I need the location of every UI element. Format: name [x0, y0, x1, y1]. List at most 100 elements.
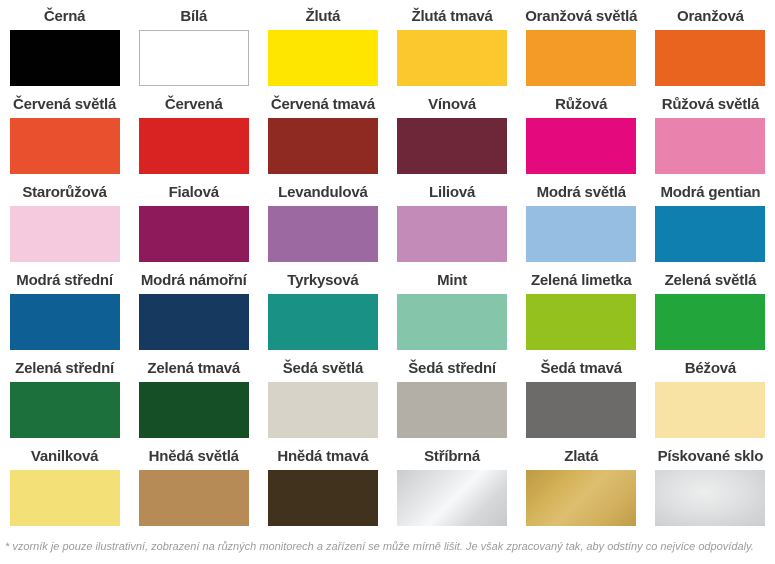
color-swatch-cell: Stříbrná	[388, 442, 517, 530]
color-swatch-cell: Šedá světlá	[258, 354, 387, 442]
color-swatch-cell: Mint	[388, 266, 517, 354]
color-swatch	[267, 382, 378, 438]
color-label: Zelená tmavá	[147, 359, 241, 377]
color-label: Zelená světlá	[664, 271, 757, 289]
color-swatch	[526, 118, 637, 174]
color-swatch-cell: Červená	[129, 90, 258, 178]
color-swatch	[397, 382, 508, 438]
color-label: Hnědá tmavá	[277, 447, 369, 465]
color-label: Žlutá	[305, 7, 341, 25]
color-swatch	[655, 382, 766, 438]
color-swatch	[397, 294, 508, 350]
disclaimer-footnote: * vzorník je pouze ilustrativní, zobraze…	[5, 541, 754, 553]
color-swatch	[397, 118, 508, 174]
color-swatch-cell: Modrá světlá	[517, 178, 646, 266]
color-label: Vínová	[428, 95, 477, 113]
color-swatch	[397, 206, 508, 262]
color-swatch-cell: Zelená limetka	[517, 266, 646, 354]
color-swatch	[9, 294, 120, 350]
color-swatch	[526, 294, 637, 350]
color-label: Oranžová	[677, 7, 744, 25]
color-swatch-cell: Černá	[0, 2, 129, 90]
color-swatch-cell: Oranžová	[646, 2, 775, 90]
color-label: Starorůžová	[22, 183, 107, 201]
color-label: Zelená limetka	[530, 271, 632, 289]
color-label: Růžová	[555, 95, 608, 113]
color-swatch	[9, 206, 120, 262]
color-swatch	[138, 470, 249, 526]
color-swatch-cell: Růžová světlá	[646, 90, 775, 178]
color-swatch	[655, 206, 766, 262]
color-label: Liliová	[429, 183, 476, 201]
color-swatch-cell: Starorůžová	[0, 178, 129, 266]
color-swatch-cell: Bílá	[129, 2, 258, 90]
color-label: Modrá světlá	[536, 183, 627, 201]
color-swatch-cell: Hnědá světlá	[129, 442, 258, 530]
color-swatch-cell: Hnědá tmavá	[258, 442, 387, 530]
color-swatch	[526, 382, 637, 438]
color-label: Modrá námořní	[140, 271, 247, 289]
color-swatch	[9, 470, 120, 526]
color-swatch	[138, 118, 249, 174]
color-swatch	[267, 30, 378, 86]
color-label: Tyrkysová	[287, 271, 359, 289]
color-swatch-cell: Modrá gentian	[646, 178, 775, 266]
color-label: Pískované sklo	[657, 447, 764, 465]
color-label: Fialová	[168, 183, 219, 201]
color-swatch-cell: Liliová	[388, 178, 517, 266]
color-label: Šedá tmavá	[540, 359, 623, 377]
color-swatch	[267, 294, 378, 350]
color-swatch-cell: Žlutá tmavá	[388, 2, 517, 90]
color-swatch	[397, 470, 508, 526]
color-swatch-cell: Šedá tmavá	[517, 354, 646, 442]
color-label: Béžová	[684, 359, 737, 377]
color-swatch	[655, 470, 766, 526]
color-label: Černá	[43, 7, 86, 25]
color-swatch-cell: Červená tmavá	[258, 90, 387, 178]
color-swatch	[138, 294, 249, 350]
color-label: Zlatá	[564, 447, 599, 465]
color-swatch	[655, 30, 766, 86]
color-swatch	[655, 118, 766, 174]
color-swatch	[526, 30, 637, 86]
color-swatch	[267, 118, 378, 174]
color-swatch	[267, 206, 378, 262]
color-swatch	[655, 294, 766, 350]
color-swatch-cell: Zelená tmavá	[129, 354, 258, 442]
color-swatch-cell: Levandulová	[258, 178, 387, 266]
color-swatch	[526, 206, 637, 262]
color-label: Hnědá světlá	[148, 447, 239, 465]
color-swatch-cell: Červená světlá	[0, 90, 129, 178]
color-label: Žlutá tmavá	[411, 7, 493, 25]
color-swatch-cell: Růžová	[517, 90, 646, 178]
color-swatch-cell: Oranžová světlá	[517, 2, 646, 90]
color-swatch-cell: Béžová	[646, 354, 775, 442]
color-swatch-cell: Vanilková	[0, 442, 129, 530]
color-swatch	[9, 382, 120, 438]
color-swatch	[397, 30, 508, 86]
color-swatch-cell: Zelená světlá	[646, 266, 775, 354]
color-swatch	[138, 30, 249, 86]
color-swatch-cell: Tyrkysová	[258, 266, 387, 354]
color-label: Oranžová světlá	[525, 7, 638, 25]
color-swatch	[9, 118, 120, 174]
color-label: Růžová světlá	[661, 95, 760, 113]
color-swatch-cell: Pískované sklo	[646, 442, 775, 530]
color-label: Zelená střední	[15, 359, 115, 377]
color-label: Červená světlá	[13, 95, 117, 113]
color-swatch	[138, 382, 249, 438]
color-label: Modrá gentian	[660, 183, 761, 201]
color-swatch	[138, 206, 249, 262]
color-label: Modrá střední	[16, 271, 113, 289]
color-swatch	[267, 470, 378, 526]
color-swatch-cell: Modrá střední	[0, 266, 129, 354]
color-label: Červená tmavá	[270, 95, 375, 113]
color-swatch-cell: Žlutá	[258, 2, 387, 90]
color-swatch-cell: Modrá námořní	[129, 266, 258, 354]
swatch-grid: Černá Bílá Žlutá Žlutá tmavá Oranžová světlá…	[0, 2, 775, 530]
color-label: Mint	[437, 271, 468, 289]
color-swatch-cell: Šedá střední	[388, 354, 517, 442]
color-label: Šedá střední	[408, 359, 496, 377]
color-label: Šedá světlá	[282, 359, 364, 377]
